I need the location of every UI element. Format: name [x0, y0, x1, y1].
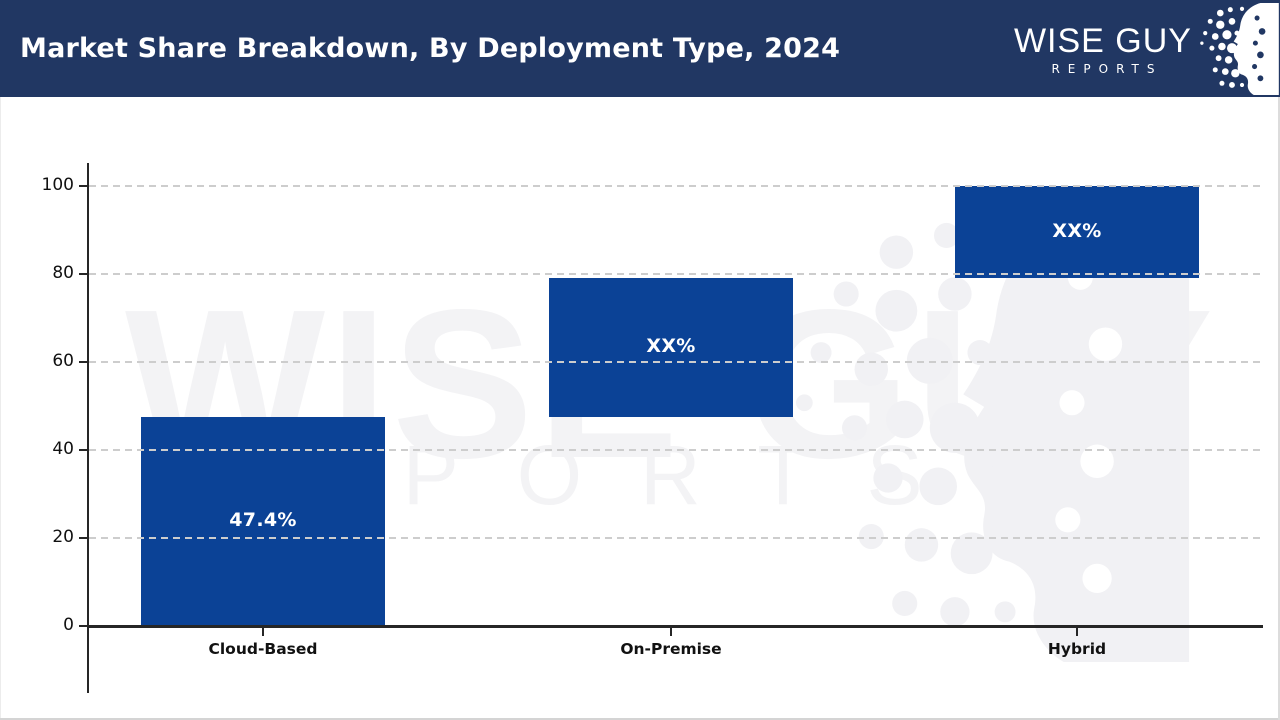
y-tick-0	[79, 624, 87, 627]
bar-value-label: XX%	[1052, 219, 1102, 242]
y-tick-label: 0	[63, 614, 74, 635]
y-tick-80	[79, 272, 87, 275]
logo-subtitle: REPORTS	[1051, 61, 1163, 76]
chart-area: WISE GUY REPORTS 47.4% XX% XX% 0 20 40 60 80 10…	[0, 97, 1280, 720]
logo-wordmark: WISE GUY	[1013, 21, 1192, 60]
y-tick-40	[79, 448, 87, 451]
y-tick-60	[79, 360, 87, 363]
x-category-label: Hybrid	[1047, 640, 1107, 658]
bar-on-premise[interactable]	[549, 277, 793, 417]
y-tick-label: 80	[52, 262, 74, 283]
bar-value-label: XX%	[646, 335, 696, 358]
x-tick-2	[670, 628, 672, 636]
wiseguy-logo-text: WISE GUY REPORTS	[1014, 22, 1192, 76]
bar-cloud-based[interactable]	[141, 416, 385, 626]
y-tick-label: 60	[52, 350, 74, 371]
y-tick-label: 100	[41, 174, 74, 195]
gridline-80	[89, 272, 1262, 275]
y-tick-20	[79, 536, 87, 539]
x-tick-3	[1076, 628, 1078, 636]
bar-value-label: 47.4%	[229, 509, 297, 532]
y-tick-label: 40	[52, 438, 74, 459]
gridline-40	[89, 448, 1262, 451]
x-tick-1	[262, 628, 264, 636]
gridline-20	[89, 536, 1262, 539]
x-axis-spine	[87, 625, 1263, 628]
gridline-100	[89, 184, 1262, 187]
gridline-60	[89, 360, 1262, 363]
x-category-label: On-Premise	[620, 640, 722, 658]
page-title: Market Share Breakdown, By Deployment Ty…	[20, 33, 841, 64]
header-bar: Market Share Breakdown, By Deployment Ty…	[0, 0, 1280, 97]
x-category-label: Cloud-Based	[208, 640, 318, 658]
y-axis-spine	[87, 163, 89, 693]
y-tick-label: 20	[52, 526, 74, 547]
wiseguy-logo: WISE GUY REPORTS	[1014, 0, 1280, 97]
wiseguy-head-icon	[1200, 2, 1279, 95]
y-tick-100	[79, 184, 87, 187]
